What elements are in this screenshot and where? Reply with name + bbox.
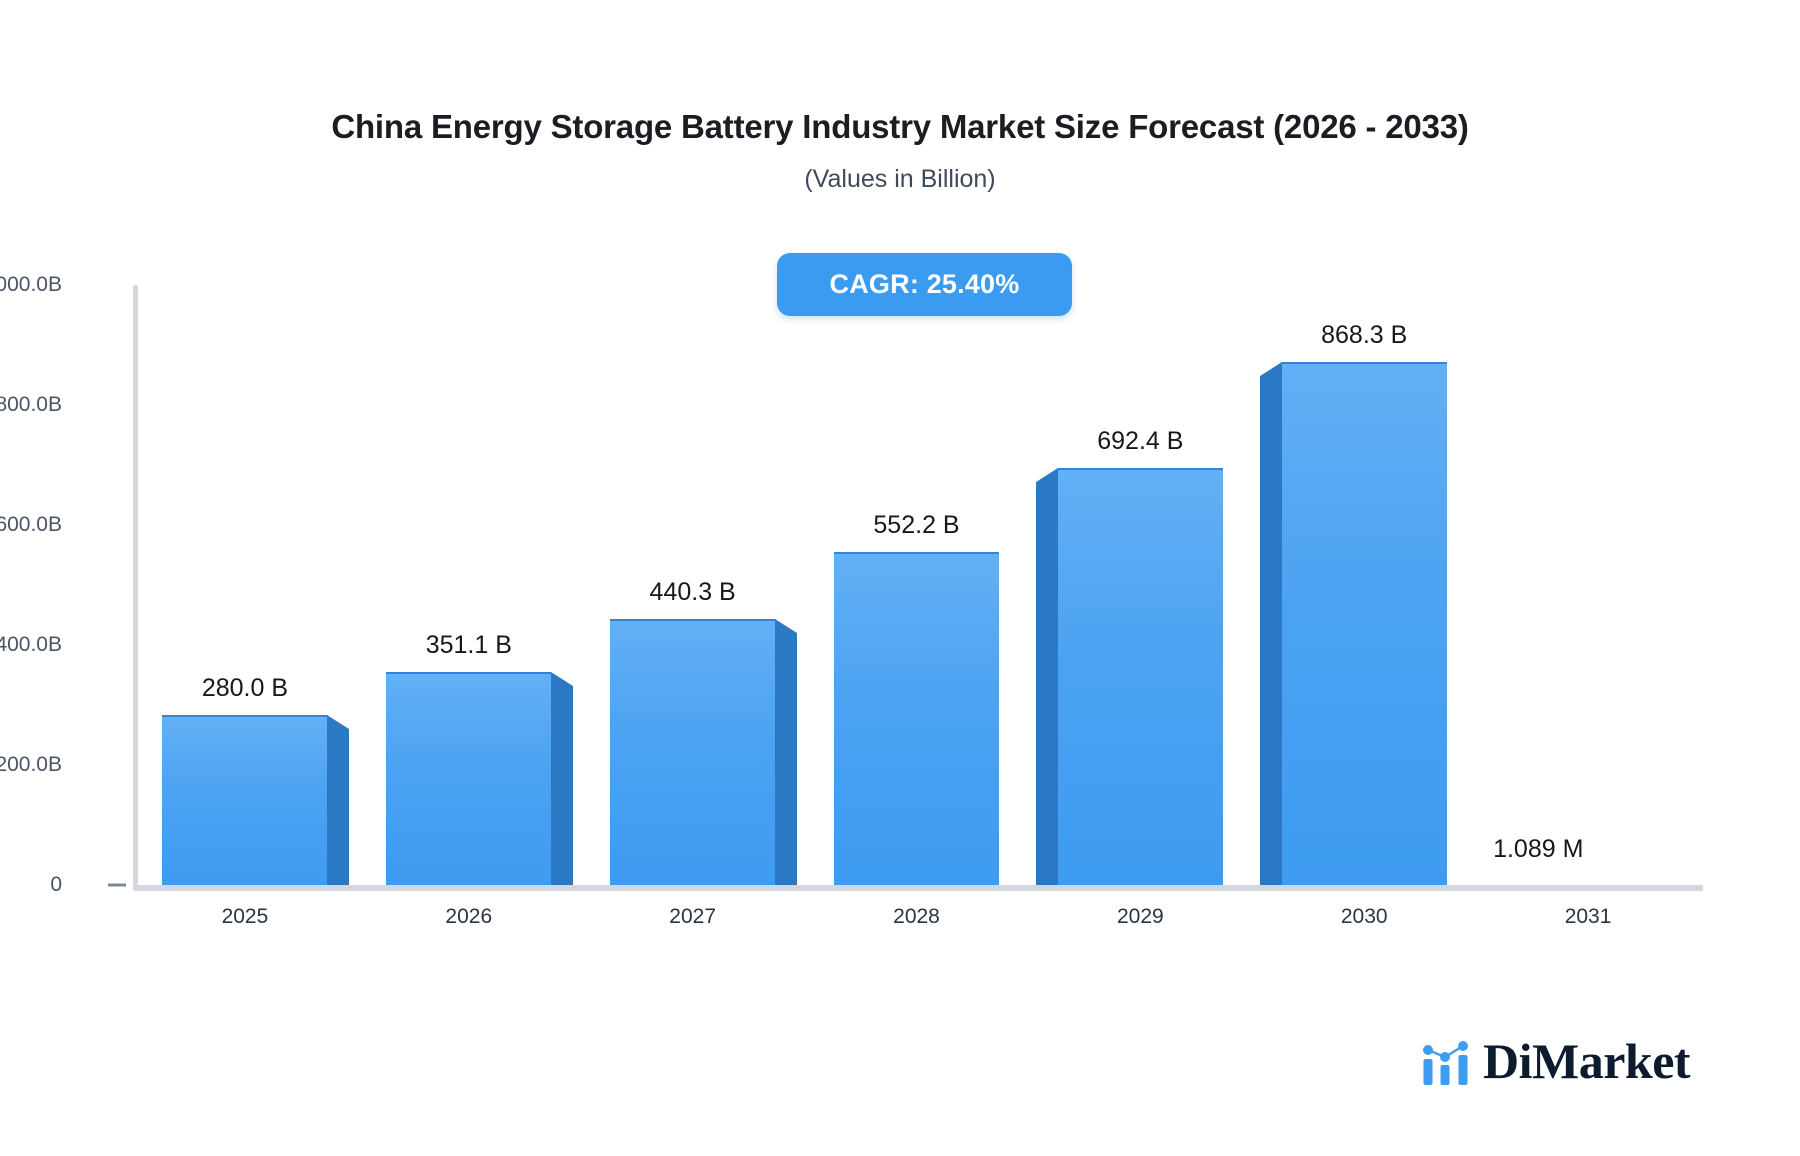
bar-front-face	[162, 715, 328, 885]
bar-value-label: 280.0 B	[201, 674, 289, 702]
bar-3d-side	[775, 632, 798, 885]
bar: 552.2 B	[834, 511, 999, 885]
bar-3d-top-bevel	[551, 672, 574, 687]
bar: 351.1 B	[386, 631, 574, 885]
bar-3d-side	[1035, 481, 1058, 885]
bar-value-label: 351.1 B	[425, 631, 512, 660]
bar: 440.3 B	[610, 578, 798, 885]
bar-value-label: 440.3 B	[649, 577, 736, 606]
x-axis-tick-label: 2026	[445, 905, 493, 928]
bar-value-label: 1.089 M	[1493, 835, 1584, 863]
bar-3d-side	[1259, 376, 1282, 885]
bar-chart-logo-icon	[1423, 1041, 1468, 1085]
y-axis-tick-label: 400.0B	[0, 633, 62, 656]
bar-front-face	[1281, 362, 1447, 885]
bar-3d-side	[551, 686, 574, 885]
bar-value-label: 692.4 B	[1097, 426, 1184, 455]
x-axis-tick-label: 2030	[1340, 905, 1388, 928]
bar-3d-side	[327, 729, 350, 885]
bar-value-label: 868.3 B	[1321, 321, 1408, 350]
cagr-badge-label: CAGR: 25.40%	[829, 269, 1020, 299]
y-axis-tick-label: 0	[50, 873, 62, 896]
bar-front-face	[1057, 467, 1223, 885]
bar-3d-top-bevel	[1035, 467, 1058, 482]
y-axis-tick-label: 600.0B	[0, 513, 62, 536]
bar: 280.0 B	[162, 674, 350, 885]
brand-name: DiMarket	[1483, 1033, 1691, 1089]
bar: 692.4 B	[1035, 427, 1223, 885]
x-axis-tick-label: 2025	[221, 905, 269, 928]
x-axis-tick-label: 2028	[893, 905, 940, 928]
y-axis-line	[133, 285, 138, 885]
bar-3d-top-bevel	[1259, 362, 1282, 377]
cagr-badge: CAGR: 25.40%	[777, 253, 1072, 316]
x-axis-tick-label: 2027	[669, 905, 716, 928]
bar: 868.3 B	[1259, 321, 1447, 885]
bar-front-face	[386, 672, 552, 885]
bar-3d-top-bevel	[327, 715, 350, 729]
y-axis-tick-label: 200.0B	[0, 753, 62, 776]
y-axis-tick-label: 800.0B	[0, 393, 62, 416]
x-axis-tick-label: 2031	[1564, 905, 1612, 928]
x-axis-tick-label: 2029	[1116, 905, 1164, 928]
bar-front-face	[834, 551, 999, 885]
chart-subtitle: (Values in Billion)	[804, 165, 996, 193]
bar-value-label: 552.2 B	[873, 510, 960, 539]
y-axis-tick-label: 1000.0B	[0, 273, 62, 296]
brand-logo: DiMarket	[1422, 1033, 1691, 1089]
plot-area: 280.0 B 351.1 B 440.3 B 552.2 B 692.4 B 868.3…	[133, 285, 1700, 885]
bar-3d-top-bevel	[775, 618, 798, 633]
bar-front-face	[610, 618, 776, 885]
y-axis-tick-mark	[108, 883, 126, 887]
x-axis-line	[133, 885, 1703, 891]
chart-title: China Energy Storage Battery Industry Ma…	[331, 108, 1469, 145]
